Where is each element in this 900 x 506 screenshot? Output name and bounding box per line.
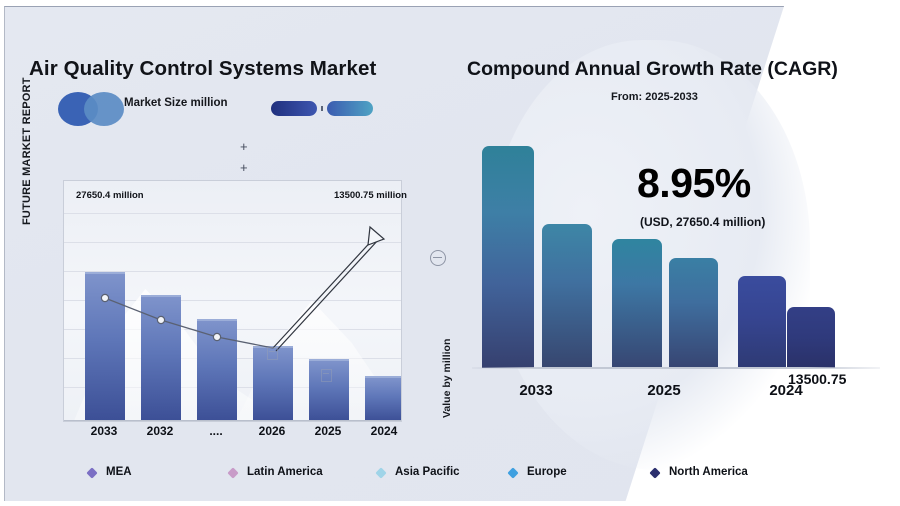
page-title: Air Quality Control Systems Market [29,57,377,80]
growth-arrow [272,225,386,352]
legend-marker-icon [375,467,387,479]
plus-icon-top: + [240,139,248,154]
right-end-value-label: 13500.75 [788,371,847,387]
rbar-2033-primary [482,146,534,368]
legend-marker-icon [507,467,519,479]
legend: MEA Latin America Asia Pacific Europe No… [86,465,818,485]
pill-badges [271,101,381,116]
mini-card-icon-a [267,347,278,360]
legend-marker-icon [86,467,98,479]
y-axis-label-left: FUTURE MARKET REPORT [21,77,33,225]
x-label-1: 2032 [146,424,174,438]
rx-label-2: 2024 [769,382,803,399]
brand-logo [58,92,124,126]
bar-2024 [365,376,401,421]
bar-2026 [253,346,293,421]
legend-label: Asia Pacific [395,466,460,478]
legend-marker-icon [649,467,661,479]
x-label-3: 2026 [258,424,286,438]
y-axis-label-right: Value by million [441,338,453,418]
legend-marker-icon [227,467,239,479]
legend-label: Europe [527,466,567,478]
pill-badge-light-icon [327,101,373,116]
bar-2025 [309,359,349,421]
x-label-2: .... [209,424,223,438]
logo-circle-light-icon [84,92,124,126]
mini-card-icon-b [321,369,332,382]
x-label-4: 2025 [314,424,342,438]
trend-overlay [100,225,386,352]
market-size-label: Market Size million [124,97,228,109]
right-chart-baseline [472,367,880,369]
rbar-2025-secondary [669,258,718,368]
legend-label: Latin America [247,466,323,478]
rx-label-0: 2033 [519,382,553,399]
x-axis-labels: 2033 2032 .... 2026 2025 2024 [63,424,400,444]
cagr-usd-note: (USD, 27650.4 million) [640,215,766,229]
bar-2033 [85,272,125,421]
value-label-end: 13500.75 million [334,190,407,201]
pill-separator-icon [321,106,323,111]
pill-badge-dark-icon [271,101,317,116]
value-label-start: 27650.4 million [76,190,144,201]
cagr-subtitle: From: 2025-2033 [611,91,698,103]
rx-label-1: 2025 [647,382,681,399]
legend-label: MEA [106,466,132,478]
x-label-5: 2024 [370,424,398,438]
x-label-0: 2033 [90,424,118,438]
right-cagr-chart: 2033 2025 2024 [470,146,880,425]
left-market-size-chart [63,180,402,422]
legend-label: North America [669,466,748,478]
minus-circle-icon [430,250,446,266]
rbar-2025-primary [612,239,662,368]
rbar-2024-secondary [787,307,835,368]
cagr-title: Compound Annual Growth Rate (CAGR) [467,58,838,80]
plus-icon-bottom: + [240,160,248,175]
x-axis-line [64,420,401,421]
rbar-2033-secondary [542,224,592,368]
cagr-value: 8.95% [637,160,751,206]
rbar-2024-primary [738,276,786,368]
